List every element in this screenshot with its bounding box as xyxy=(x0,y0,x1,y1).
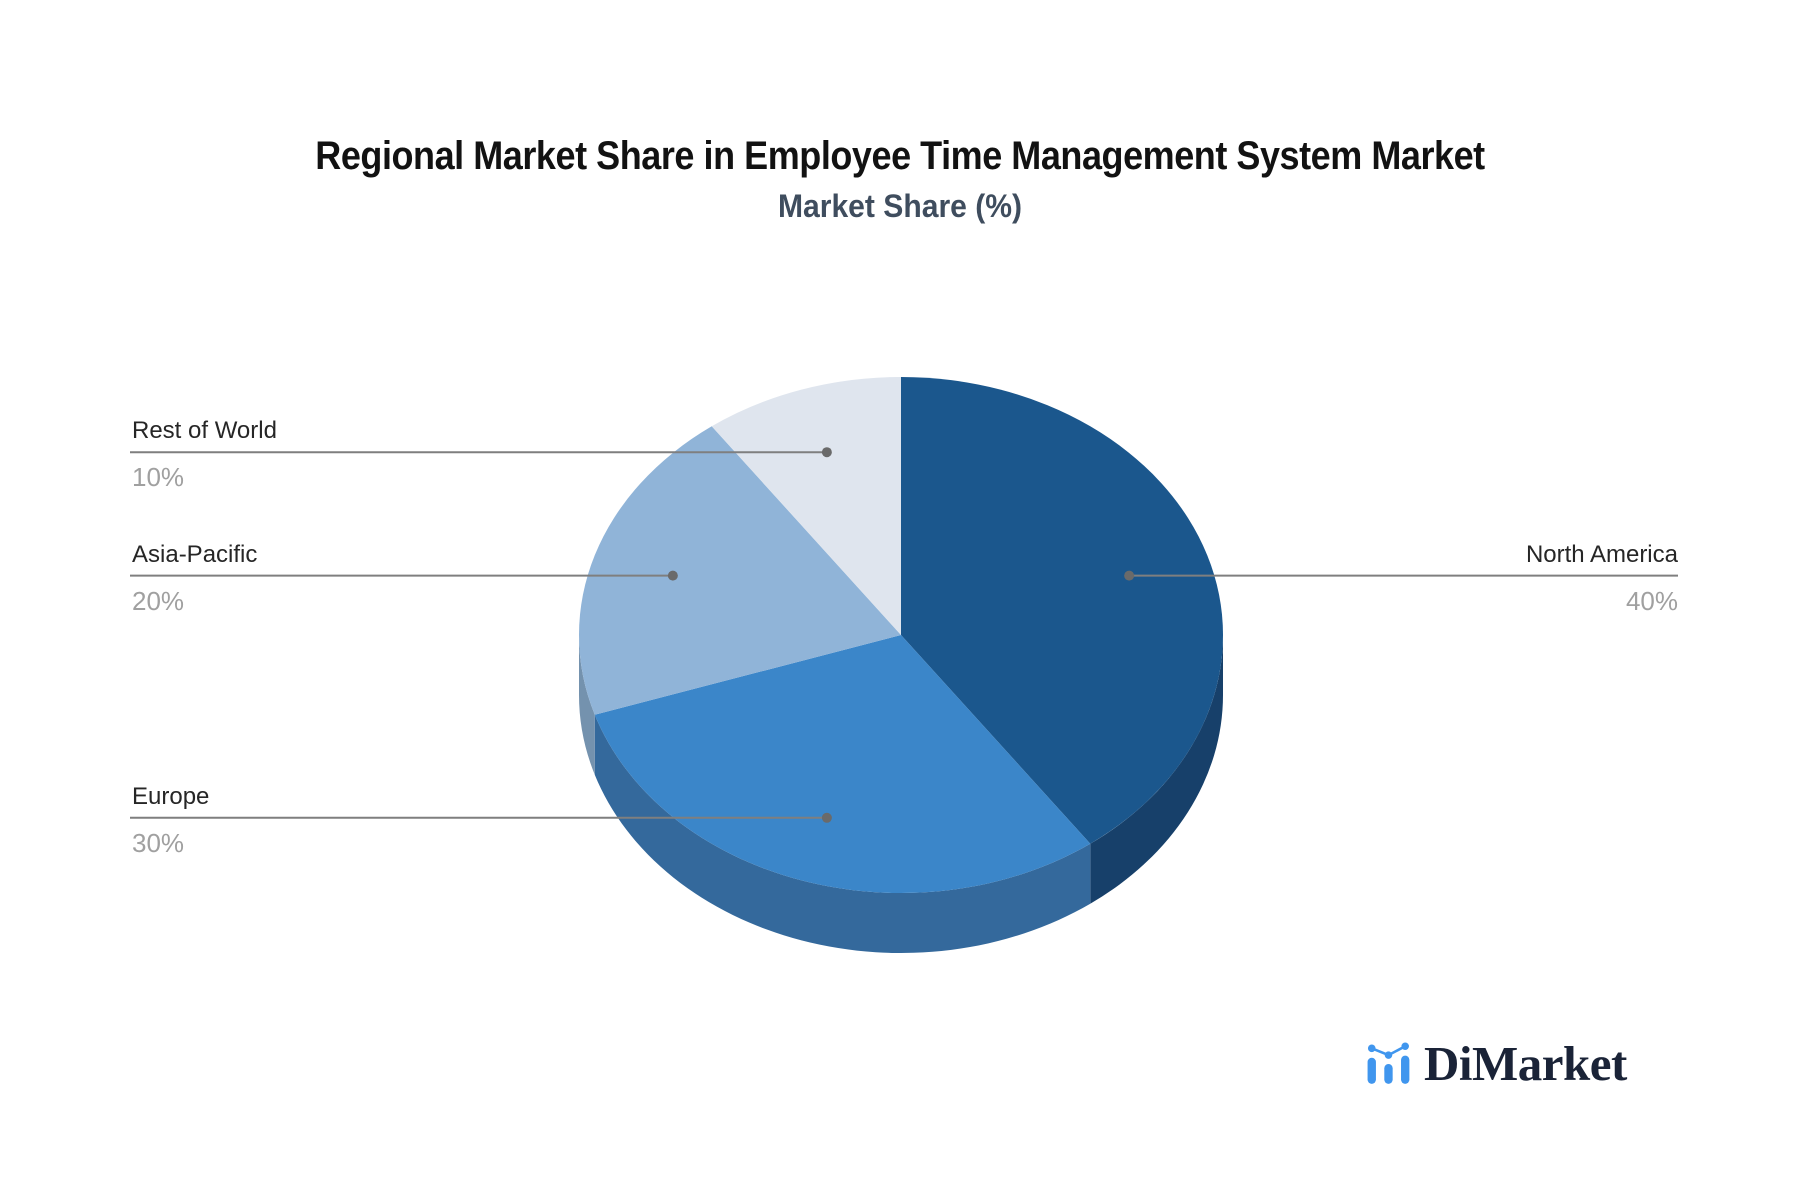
slice-name: North America xyxy=(1525,541,1678,568)
slice-name: Rest of World xyxy=(132,417,277,444)
callout-dot-europe xyxy=(821,812,832,823)
slice-name: Asia-Pacific xyxy=(132,541,258,568)
pie-slice-europe xyxy=(594,635,1091,894)
chart-title: Regional Market Share in Employee Time M… xyxy=(315,134,1485,178)
callout-label-rest-of-world: Rest of World 10% xyxy=(132,416,277,493)
pie-slice-wall-asia-pacific xyxy=(579,635,595,775)
slice-name: Europe xyxy=(132,783,210,810)
brand-logo: DiMarket xyxy=(1366,1036,1627,1091)
pie-slice-wall-europe xyxy=(594,714,1091,954)
slice-percent: 10% xyxy=(132,462,185,492)
callout-label-asia-pacific: Asia-Pacific 20% xyxy=(132,540,257,617)
callout-dot-asia-pacific xyxy=(667,570,678,581)
chart-subtitle: Market Share (%) xyxy=(777,188,1023,224)
pie-slice-rest-of-world xyxy=(711,377,901,635)
pie-slice-asia-pacific xyxy=(578,426,901,715)
callout-dot-north-america xyxy=(1124,570,1135,581)
slice-percent: 40% xyxy=(1625,586,1678,616)
pie-slice-north-america xyxy=(901,377,1224,844)
pie-slice-wall-north-america xyxy=(1090,635,1223,904)
slice-percent: 20% xyxy=(132,586,185,616)
logo-text: DiMarket xyxy=(1424,1036,1627,1091)
callout-label-north-america: North America 40% xyxy=(1526,540,1678,617)
callout-label-europe: Europe 30% xyxy=(132,782,209,859)
logo-chart-icon xyxy=(1367,1042,1410,1084)
callout-dot-rest-of-world xyxy=(821,447,832,458)
slice-percent: 30% xyxy=(132,828,185,858)
